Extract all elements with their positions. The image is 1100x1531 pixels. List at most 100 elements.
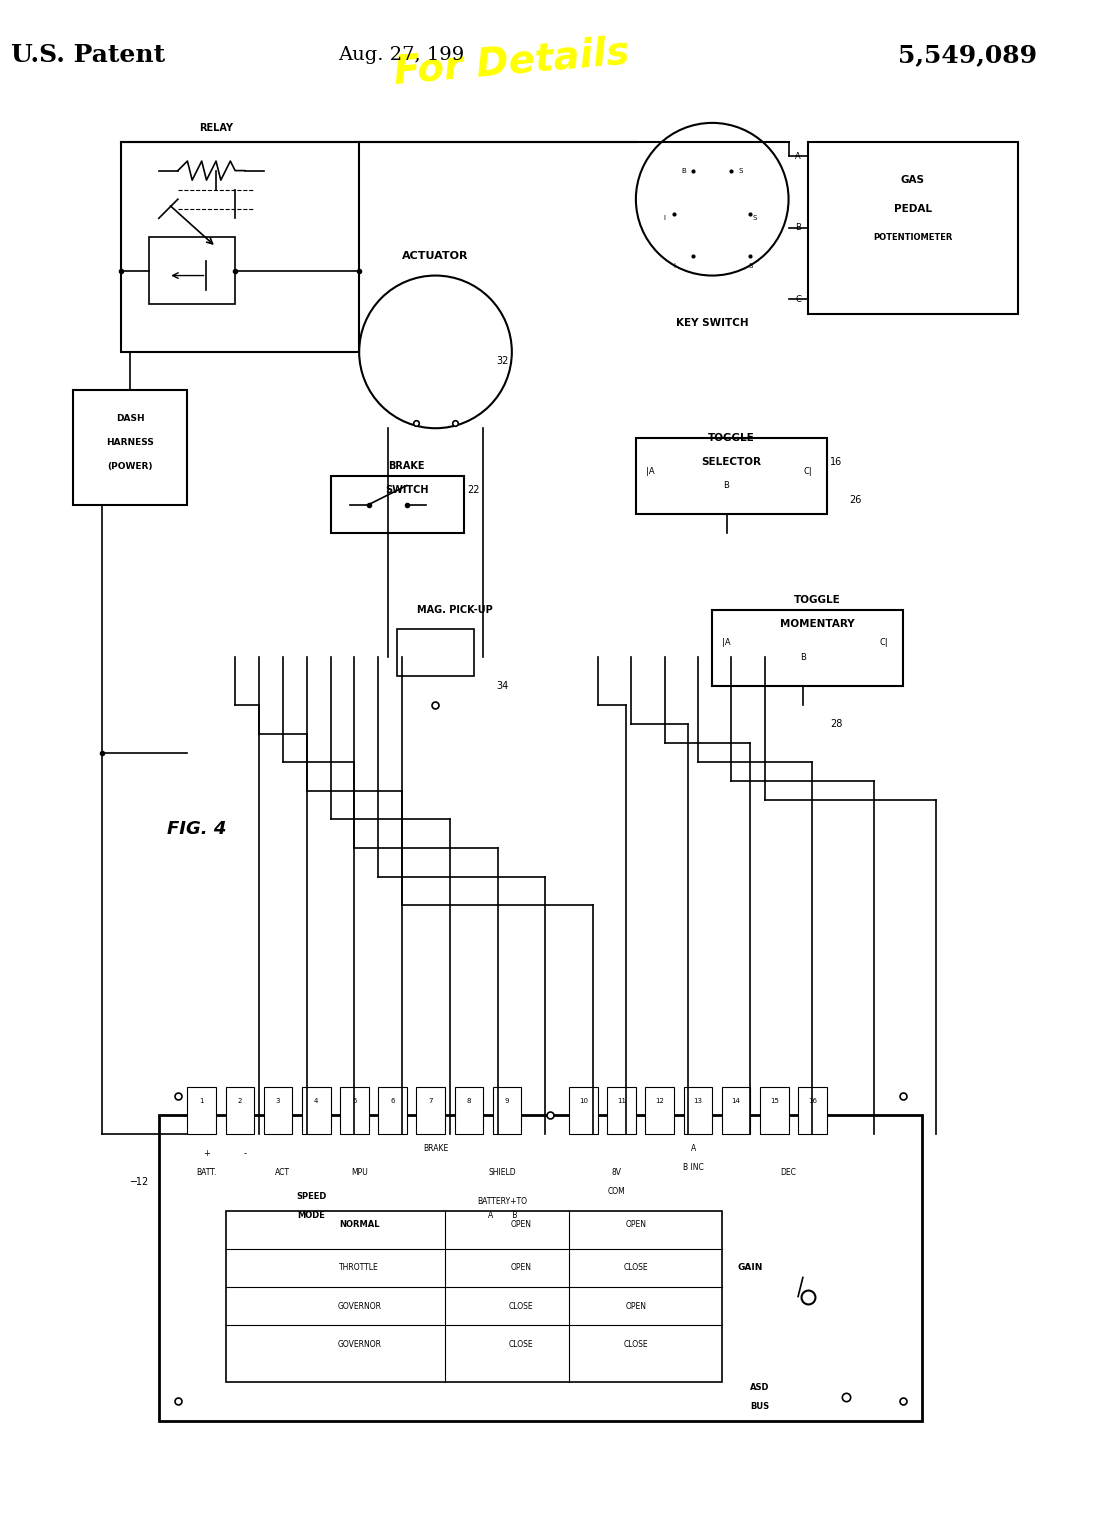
Text: 4: 4 [314, 1098, 318, 1104]
Text: OPEN: OPEN [626, 1220, 647, 1229]
Text: 13: 13 [693, 1098, 703, 1104]
Bar [73, 390, 187, 505]
Bar [493, 1087, 521, 1134]
Text: 32: 32 [496, 357, 508, 366]
Text: |A: |A [646, 467, 654, 476]
Text: 14: 14 [732, 1098, 740, 1104]
Bar [397, 629, 474, 677]
Text: KEY SWITCH: KEY SWITCH [675, 318, 748, 328]
Text: ACTUATOR: ACTUATOR [403, 251, 469, 262]
Text: BATT.: BATT. [196, 1168, 217, 1177]
Text: NORMAL: NORMAL [339, 1220, 380, 1229]
Text: U.S. Patent: U.S. Patent [11, 43, 165, 67]
Text: GOVERNOR: GOVERNOR [338, 1340, 382, 1349]
Text: CLOSE: CLOSE [509, 1301, 534, 1311]
Text: GAIN: GAIN [738, 1263, 763, 1272]
Text: 12: 12 [656, 1098, 664, 1104]
Text: ─12: ─12 [130, 1177, 148, 1187]
Bar [187, 1087, 216, 1134]
Text: For Details: For Details [393, 34, 630, 92]
Bar [636, 438, 827, 514]
Text: S: S [748, 263, 752, 269]
Text: -: - [243, 1148, 246, 1157]
Text: DEC: DEC [781, 1168, 796, 1177]
Text: S: S [739, 167, 742, 173]
Text: B: B [724, 481, 729, 490]
Text: OPEN: OPEN [510, 1220, 532, 1229]
Text: FIG. 4: FIG. 4 [167, 821, 227, 837]
Text: RELAY: RELAY [199, 122, 233, 133]
Text: A        B: A B [487, 1211, 517, 1220]
Bar [607, 1087, 636, 1134]
Text: 10: 10 [579, 1098, 587, 1104]
Bar [226, 1087, 254, 1134]
Bar [158, 1115, 922, 1421]
Text: 6: 6 [390, 1098, 395, 1104]
Bar [807, 142, 1018, 314]
Text: BUS: BUS [750, 1402, 770, 1410]
Text: CLOSE: CLOSE [509, 1340, 534, 1349]
Text: MODE: MODE [297, 1211, 326, 1220]
Text: A: A [795, 152, 801, 161]
Text: 5,549,089: 5,549,089 [899, 43, 1037, 67]
Text: 16: 16 [830, 456, 843, 467]
Bar [722, 1087, 750, 1134]
Text: 7: 7 [429, 1098, 433, 1104]
Text: B: B [681, 167, 686, 173]
Text: S: S [754, 216, 757, 222]
Text: Aug. 27, 199: Aug. 27, 199 [339, 46, 464, 64]
Text: C|: C| [880, 638, 889, 648]
Text: 11: 11 [617, 1098, 626, 1104]
Text: SPEED: SPEED [296, 1191, 327, 1200]
Text: I: I [663, 216, 666, 222]
Text: GOVERNOR: GOVERNOR [338, 1301, 382, 1311]
Text: GAS: GAS [901, 175, 925, 185]
Text: HARNESS: HARNESS [107, 438, 154, 447]
Text: BRAKE: BRAKE [422, 1144, 448, 1153]
Bar [301, 1087, 330, 1134]
Text: MPU: MPU [351, 1168, 367, 1177]
Text: THROTTLE: THROTTLE [339, 1263, 380, 1272]
Bar [799, 1087, 827, 1134]
Bar [121, 142, 360, 352]
Bar [330, 476, 464, 533]
Text: BATTERY+TO: BATTERY+TO [477, 1197, 527, 1205]
Text: SHIELD: SHIELD [488, 1168, 516, 1177]
Text: PEDAL: PEDAL [893, 204, 932, 214]
Text: A: A [691, 1144, 696, 1153]
Text: B INC: B INC [683, 1164, 704, 1173]
Bar [378, 1087, 407, 1134]
Text: C: C [795, 295, 801, 305]
Bar [150, 237, 235, 305]
Bar [712, 609, 903, 686]
Text: 9: 9 [505, 1098, 509, 1104]
Text: 16: 16 [807, 1098, 817, 1104]
Bar [264, 1087, 293, 1134]
Bar [569, 1087, 597, 1134]
Text: I: I [673, 263, 675, 269]
Text: B: B [800, 652, 806, 661]
Text: SWITCH: SWITCH [385, 485, 429, 495]
Text: 2: 2 [238, 1098, 242, 1104]
Bar [683, 1087, 712, 1134]
Text: +: + [204, 1148, 210, 1157]
Text: SELECTOR: SELECTOR [702, 456, 761, 467]
Text: 15: 15 [770, 1098, 779, 1104]
Bar [760, 1087, 789, 1134]
Text: MAG. PICK-UP: MAG. PICK-UP [417, 605, 493, 614]
Text: C|: C| [803, 467, 812, 476]
Text: 5: 5 [352, 1098, 356, 1104]
Bar [454, 1087, 483, 1134]
Text: DASH: DASH [116, 415, 144, 423]
Text: TOGGLE: TOGGLE [708, 433, 755, 442]
Bar [226, 1211, 722, 1382]
Text: 34: 34 [496, 681, 508, 690]
Text: MOMENTARY: MOMENTARY [780, 619, 855, 629]
Text: 28: 28 [830, 720, 843, 729]
Text: CLOSE: CLOSE [624, 1340, 648, 1349]
Bar [340, 1087, 368, 1134]
Text: 26: 26 [849, 495, 861, 505]
Text: CLOSE: CLOSE [624, 1263, 648, 1272]
Text: |A: |A [723, 638, 730, 648]
Text: 8V: 8V [612, 1168, 621, 1177]
